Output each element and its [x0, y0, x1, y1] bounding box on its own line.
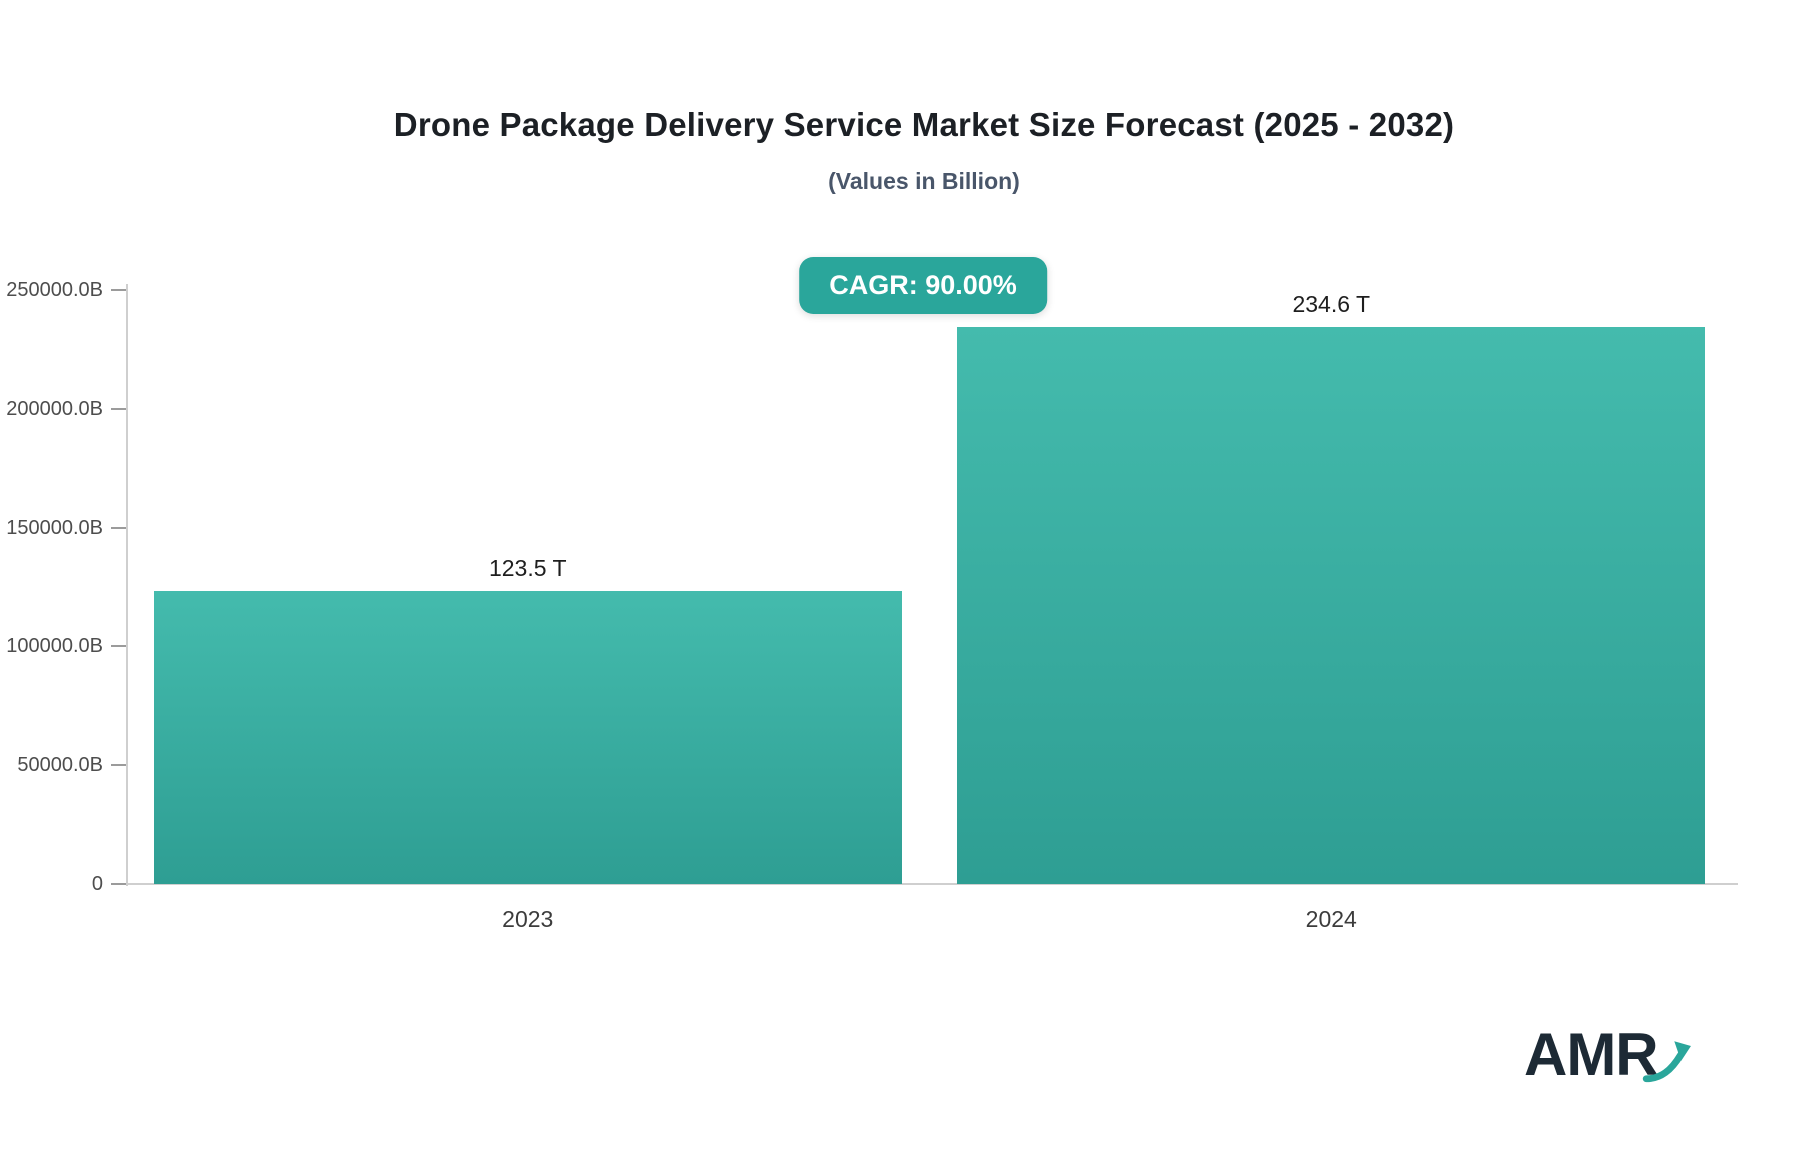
y-axis-line: [126, 284, 128, 886]
y-tick-label: 150000.0B: [6, 516, 103, 539]
y-tick-label: 250000.0B: [6, 279, 103, 301]
amr-logo: AMR: [1524, 1020, 1692, 1089]
y-tick-mark: [111, 883, 126, 885]
y-tick-mark: [111, 526, 126, 529]
y-tick-label: 0: [91, 873, 103, 895]
bar-2023: [153, 590, 902, 884]
y-tick-label: 100000.0B: [6, 635, 103, 658]
bar-2024: [957, 326, 1706, 884]
trend-arrow-icon: [1642, 1040, 1691, 1082]
amr-logo-text: AMR: [1524, 1021, 1659, 1088]
x-axis-label: 2023: [502, 906, 554, 932]
chart-title: Drone Package Delivery Service Market Si…: [393, 106, 1455, 143]
cagr-badge: CAGR: 90.00%: [799, 257, 1047, 314]
y-tick-label: 200000.0B: [6, 397, 103, 420]
y-tick-mark: [111, 407, 126, 410]
bar-value-label: 123.5 T: [488, 554, 567, 581]
x-axis-line: [112, 883, 1738, 885]
y-tick-mark: [111, 289, 126, 291]
y-tick-mark: [111, 764, 126, 767]
y-tick-label: 50000.0B: [17, 754, 103, 777]
y-tick-mark: [111, 645, 126, 648]
chart-subtitle: (Values in Billion): [828, 168, 1020, 194]
bar-value-label: 234.6 T: [1292, 290, 1371, 317]
x-axis-label: 2024: [1305, 906, 1357, 932]
